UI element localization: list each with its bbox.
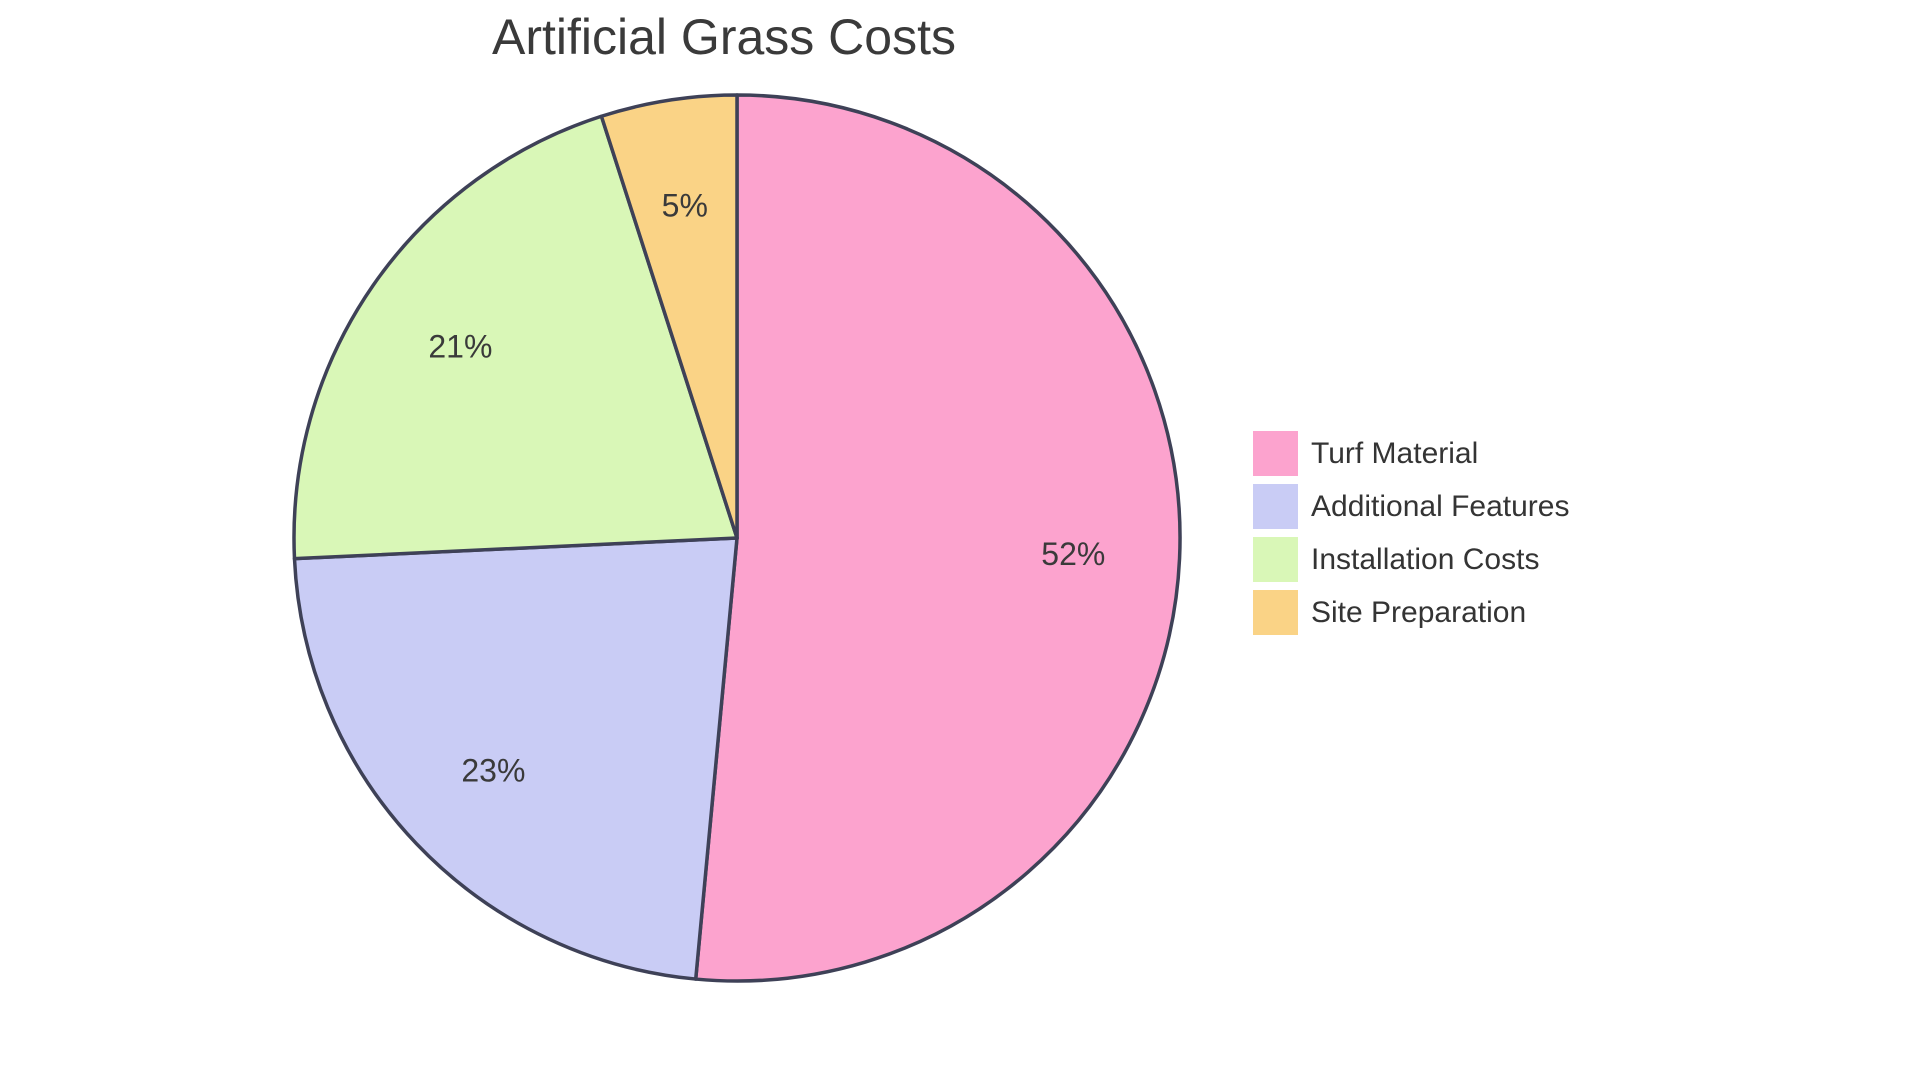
pie-slice-turf-material [693, 93, 1182, 983]
slice-label-installation-costs: 21% [428, 328, 492, 364]
legend-swatch-installation-costs [1253, 537, 1298, 582]
slice-label-additional-features: 23% [461, 753, 525, 789]
pie-slice-installation-costs [292, 114, 739, 561]
legend-item-installation-costs: Installation Costs [1253, 537, 1570, 582]
legend-label: Additional Features [1311, 489, 1570, 523]
slice-label-turf-material: 52% [1041, 536, 1105, 572]
legend-item-turf-material: Turf Material [1253, 431, 1570, 476]
chart-legend: Turf Material Additional Features Installa… [1253, 431, 1570, 635]
legend-label: Site Preparation [1311, 595, 1527, 629]
legend-item-site-preparation: Site Preparation [1253, 590, 1570, 635]
legend-swatch-site-preparation [1253, 590, 1298, 635]
legend-label: Turf Material [1311, 436, 1479, 470]
legend-swatch-turf-material [1253, 431, 1298, 476]
pie-slice-additional-features [292, 536, 739, 981]
legend-item-additional-features: Additional Features [1253, 484, 1570, 529]
pie-slice-site-preparation [599, 93, 739, 540]
legend-label: Installation Costs [1311, 542, 1540, 576]
slice-label-site-preparation: 5% [662, 188, 708, 224]
legend-swatch-additional-features [1253, 484, 1298, 529]
chart-title: Artificial Grass Costs [492, 9, 956, 65]
